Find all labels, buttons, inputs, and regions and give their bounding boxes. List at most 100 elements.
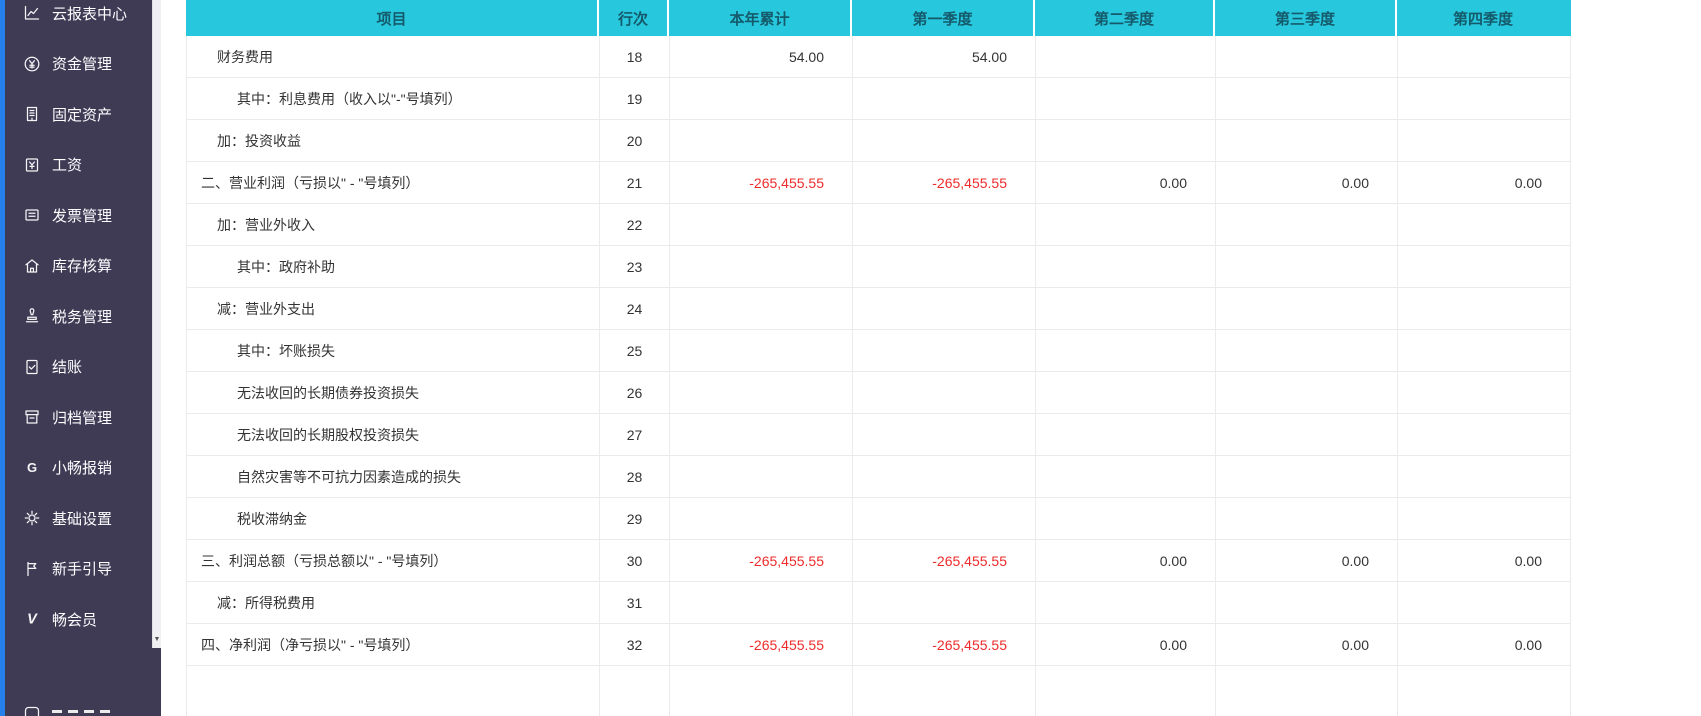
value-cell: [1398, 498, 1570, 539]
item-cell: 三、利润总额（亏损总额以" - "号填列）: [187, 540, 600, 581]
item-cell: 财务费用: [187, 36, 600, 77]
value-cell: [1216, 36, 1398, 77]
sidebar-item[interactable]: 发票管理: [5, 190, 152, 241]
fixed-assets-icon: [23, 105, 41, 123]
report-chart-icon: [23, 4, 41, 22]
item-cell: 加：投资收益: [187, 120, 600, 161]
value-cell: [1398, 120, 1570, 161]
scroll-down-arrow-icon[interactable]: ▼: [153, 636, 161, 643]
table-body: 财务费用 18 54.00 54.00 其中：利息费用（收入以"-"号填列） 1…: [186, 36, 1571, 716]
value-cell: [853, 120, 1036, 161]
sidebar-scrollbar[interactable]: ▼: [152, 0, 161, 648]
sidebar-item[interactable]: G 小畅报销: [5, 443, 152, 494]
value-cell: [1036, 288, 1216, 329]
value-cell: 0.00: [1216, 540, 1398, 581]
line-cell: 32: [600, 624, 670, 665]
value-cell: -265,455.55: [853, 540, 1036, 581]
value-cell: [1036, 120, 1216, 161]
table-row: 无法收回的长期债券投资损失 26: [187, 372, 1570, 414]
value-cell: [670, 582, 853, 623]
line-cell: 25: [600, 330, 670, 371]
value-cell: [670, 246, 853, 287]
table-row: 加：投资收益 20: [187, 120, 1570, 162]
sidebar-item[interactable]: 云报表中心: [5, 0, 152, 39]
value-cell: 0.00: [1216, 162, 1398, 203]
sidebar-item[interactable]: 基础设置: [5, 493, 152, 544]
table-row: 二、营业利润（亏损以" - "号填列） 21 -265,455.55 -265,…: [187, 162, 1570, 204]
sidebar-item[interactable]: 税务管理: [5, 291, 152, 342]
value-cell: [1398, 414, 1570, 455]
settings-gear-icon: [23, 509, 41, 527]
value-cell: [670, 204, 853, 245]
salary-icon: [23, 156, 41, 174]
line-cell: 28: [600, 456, 670, 497]
item-cell: 无法收回的长期股权投资损失: [187, 414, 600, 455]
sidebar-item[interactable]: 资金管理: [5, 39, 152, 90]
value-cell: 0.00: [1514, 552, 1542, 569]
item-cell: 减：营业外支出: [187, 288, 600, 329]
value-cell: [1036, 456, 1216, 497]
sidebar-menu: 云报表中心 资金管理 固定资产 工资 发票管理 库存核算 税务管理 结账 归档管…: [5, 0, 152, 645]
sidebar-item[interactable]: 新手引导: [5, 544, 152, 595]
value-cell: [1216, 456, 1398, 497]
value-cell: [1216, 582, 1398, 623]
value-cell: 54.00: [853, 36, 1036, 77]
value-cell: [1216, 204, 1398, 245]
value-cell: [1398, 78, 1570, 119]
line-cell: 19: [600, 78, 670, 119]
report-area: 项目 行次 本年累计 第一季度 第二季度 第三季度 第四季度 财务费用 18 54.00 5…: [161, 0, 1701, 716]
column-header-q1: 第一季度: [852, 0, 1035, 36]
item-cell: 加：营业外收入: [187, 204, 600, 245]
sidebar-item[interactable]: 归档管理: [5, 392, 152, 443]
value-cell: [670, 414, 853, 455]
table-row: 无法收回的长期股权投资损失 27: [187, 414, 1570, 456]
sidebar-item[interactable]: 固定资产: [5, 89, 152, 140]
value-cell: [1216, 246, 1398, 287]
value-cell: [1216, 498, 1398, 539]
clipped-menu-label: [52, 710, 114, 713]
value-cell: [853, 498, 1036, 539]
value-cell: [1398, 246, 1570, 287]
line-cell: 23: [600, 246, 670, 287]
value-cell: 0.00: [1514, 636, 1542, 653]
sidebar-item[interactable]: 结账: [5, 342, 152, 393]
sidebar-scroll-area: 云报表中心 资金管理 固定资产 工资 发票管理 库存核算 税务管理 结账 归档管…: [5, 0, 152, 648]
sidebar-item[interactable]: 工资: [5, 140, 152, 191]
table-row: 减：所得税费用 31: [187, 582, 1570, 624]
value-cell: [1036, 330, 1216, 371]
value-cell: [853, 246, 1036, 287]
value-cell: [1036, 36, 1216, 77]
sidebar-item[interactable]: V 畅会员: [5, 594, 152, 645]
item-cell: 其中：坏账损失: [187, 330, 600, 371]
value-cell: [1398, 582, 1570, 623]
value-cell: [1036, 78, 1216, 119]
value-cell: [1216, 372, 1398, 413]
income-statement-table: 项目 行次 本年累计 第一季度 第二季度 第三季度 第四季度 财务费用 18 54.00 5…: [186, 0, 1571, 716]
value-cell: [1398, 330, 1570, 371]
column-header-ytd: 本年累计: [669, 0, 852, 36]
sidebar-item-partial[interactable]: [5, 702, 152, 716]
value-cell: 0.00: [1514, 174, 1542, 191]
item-cell: 无法收回的长期债券投资损失: [187, 372, 600, 413]
guide-icon: [23, 560, 41, 578]
value-cell: [670, 330, 853, 371]
inventory-icon: [23, 257, 41, 275]
sidebar-item[interactable]: 库存核算: [5, 241, 152, 292]
line-cell: [600, 666, 670, 716]
line-cell: 30: [600, 540, 670, 581]
svg-text:V: V: [27, 612, 38, 628]
value-cell: [853, 204, 1036, 245]
value-cell: [853, 330, 1036, 371]
line-cell: 31: [600, 582, 670, 623]
value-cell: -265,455.55: [853, 624, 1036, 665]
table-row: 其中：利息费用（收入以"-"号填列） 19: [187, 78, 1570, 120]
left-accent-strip: [0, 0, 5, 716]
item-cell: 税收滞纳金: [187, 498, 600, 539]
value-cell: 54.00: [670, 36, 853, 77]
table-row: 加：营业外收入 22: [187, 204, 1570, 246]
table-row: 四、净利润（净亏损以" - "号填列） 32 -265,455.55 -265,…: [187, 624, 1570, 666]
item-cell: 其中：政府补助: [187, 246, 600, 287]
column-header-q4: 第四季度: [1452, 10, 1513, 28]
value-cell: [1216, 330, 1398, 371]
value-cell: -265,455.55: [670, 540, 853, 581]
